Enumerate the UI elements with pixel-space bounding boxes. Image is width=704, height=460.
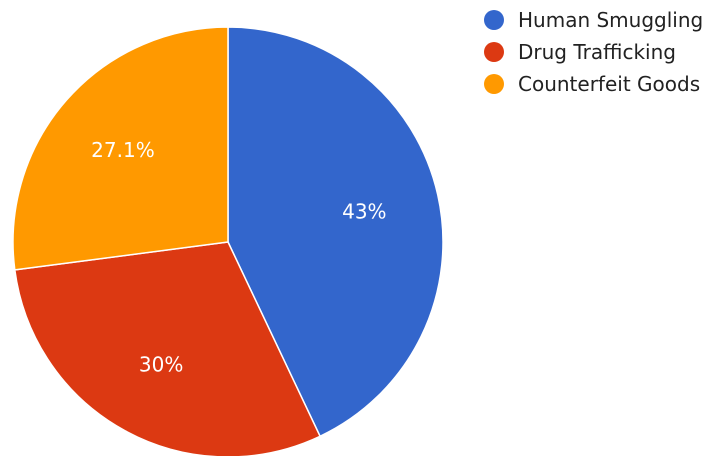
- legend-swatch-human-smuggling: [484, 10, 504, 30]
- legend-label-counterfeit-goods: Counterfeit Goods: [518, 72, 701, 96]
- legend-label-human-smuggling: Human Smuggling: [518, 8, 704, 32]
- chart-legend: Human Smuggling Drug Trafficking Counter…: [482, 6, 704, 102]
- pie-slice-label-counterfeit-goods: 27.1%: [91, 138, 155, 162]
- pie-slice-label-drug-trafficking: 30%: [139, 353, 183, 377]
- legend-item-human-smuggling[interactable]: Human Smuggling: [482, 6, 704, 34]
- pie-slice-counterfeit-goods[interactable]: [12, 26, 229, 271]
- legend-swatch-drug-trafficking: [484, 42, 504, 62]
- pie-slice-label-human-smuggling: 43%: [342, 199, 386, 223]
- legend-label-drug-trafficking: Drug Trafficking: [518, 40, 676, 64]
- legend-item-counterfeit-goods[interactable]: Counterfeit Goods: [482, 70, 704, 98]
- legend-item-drug-trafficking[interactable]: Drug Trafficking: [482, 38, 704, 66]
- pie-slice-drug-trafficking[interactable]: [13, 241, 322, 458]
- pie-slice-human-smuggling[interactable]: [227, 26, 444, 438]
- legend-swatch-counterfeit-goods: [484, 74, 504, 94]
